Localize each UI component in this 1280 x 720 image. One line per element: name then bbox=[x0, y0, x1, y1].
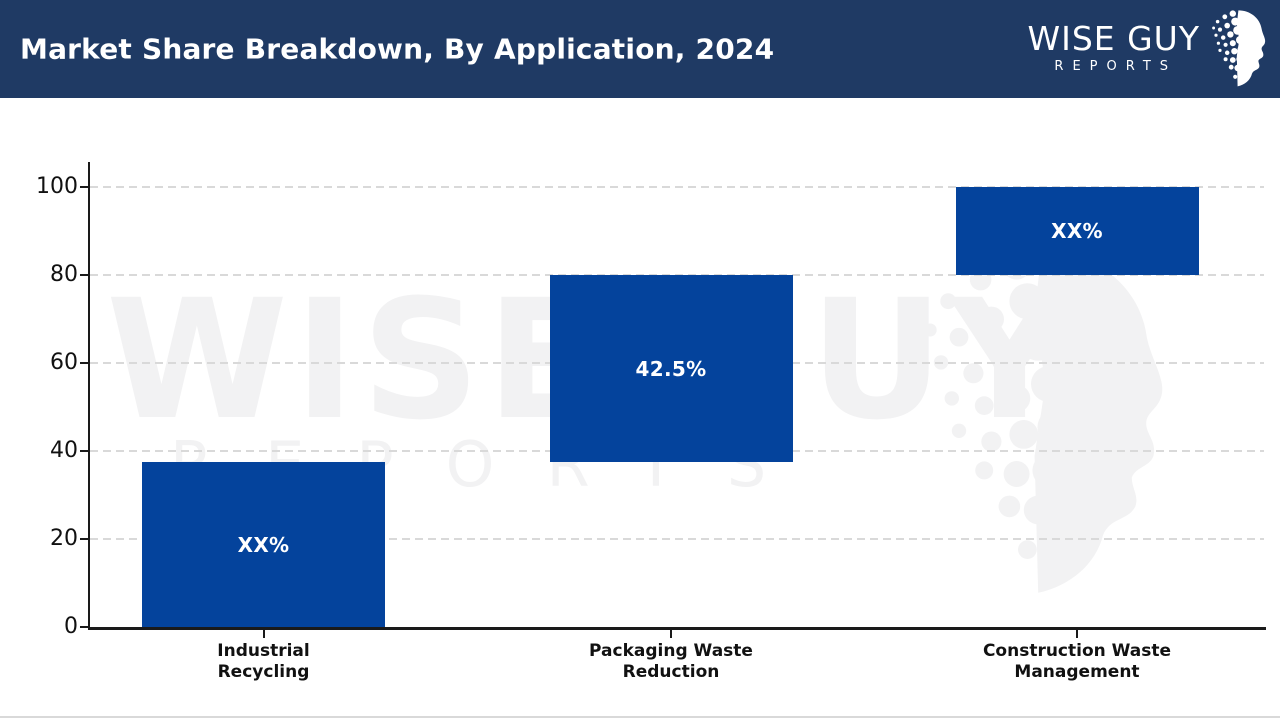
y-tick-label: 100 bbox=[36, 174, 78, 199]
bar: 42.5% bbox=[549, 275, 793, 462]
y-tick-mark bbox=[80, 362, 88, 364]
logo-wordmark: WISE GUY bbox=[1027, 19, 1200, 59]
y-tick-mark bbox=[80, 450, 88, 452]
bar-value-label: XX% bbox=[1051, 219, 1103, 243]
x-tick-mark bbox=[262, 630, 265, 638]
wise-guy-reports-logo: WISE GUY REPORTS bbox=[1027, 8, 1268, 88]
bottom-divider bbox=[0, 716, 1280, 718]
x-tick-mark bbox=[670, 630, 672, 638]
gridline bbox=[90, 538, 1264, 540]
bar: XX% bbox=[955, 187, 1199, 275]
y-tick-label: 40 bbox=[50, 438, 78, 463]
bar-value-label: XX% bbox=[237, 532, 290, 557]
bar-value-label: 42.5% bbox=[635, 356, 707, 381]
x-category-label: Industrial Recycling bbox=[217, 641, 310, 683]
y-tick-mark bbox=[80, 274, 88, 276]
y-tick-mark bbox=[80, 626, 88, 628]
y-tick-label: 80 bbox=[50, 262, 78, 287]
logo-text: WISE GUY REPORTS bbox=[1027, 22, 1200, 74]
page-title: Market Share Breakdown, By Application, … bbox=[20, 32, 775, 66]
bar: XX% bbox=[142, 462, 385, 627]
y-tick-mark bbox=[80, 538, 88, 540]
gridline bbox=[90, 186, 1264, 188]
y-tick-label: 60 bbox=[50, 350, 78, 375]
header-band: Market Share Breakdown, By Application, … bbox=[0, 0, 1280, 98]
x-axis-spine bbox=[88, 627, 1266, 630]
y-tick-mark bbox=[80, 186, 88, 188]
x-category-label: Construction Waste Management bbox=[982, 641, 1172, 683]
y-tick-label: 20 bbox=[50, 526, 78, 551]
logo-head-icon bbox=[1212, 10, 1266, 87]
y-axis-spine bbox=[88, 162, 90, 630]
logo-reports-text: REPORTS bbox=[1054, 58, 1178, 74]
y-tick-label: 0 bbox=[64, 614, 78, 639]
x-category-label: Packaging Waste Reduction bbox=[589, 641, 753, 683]
x-tick-mark bbox=[1076, 630, 1078, 638]
